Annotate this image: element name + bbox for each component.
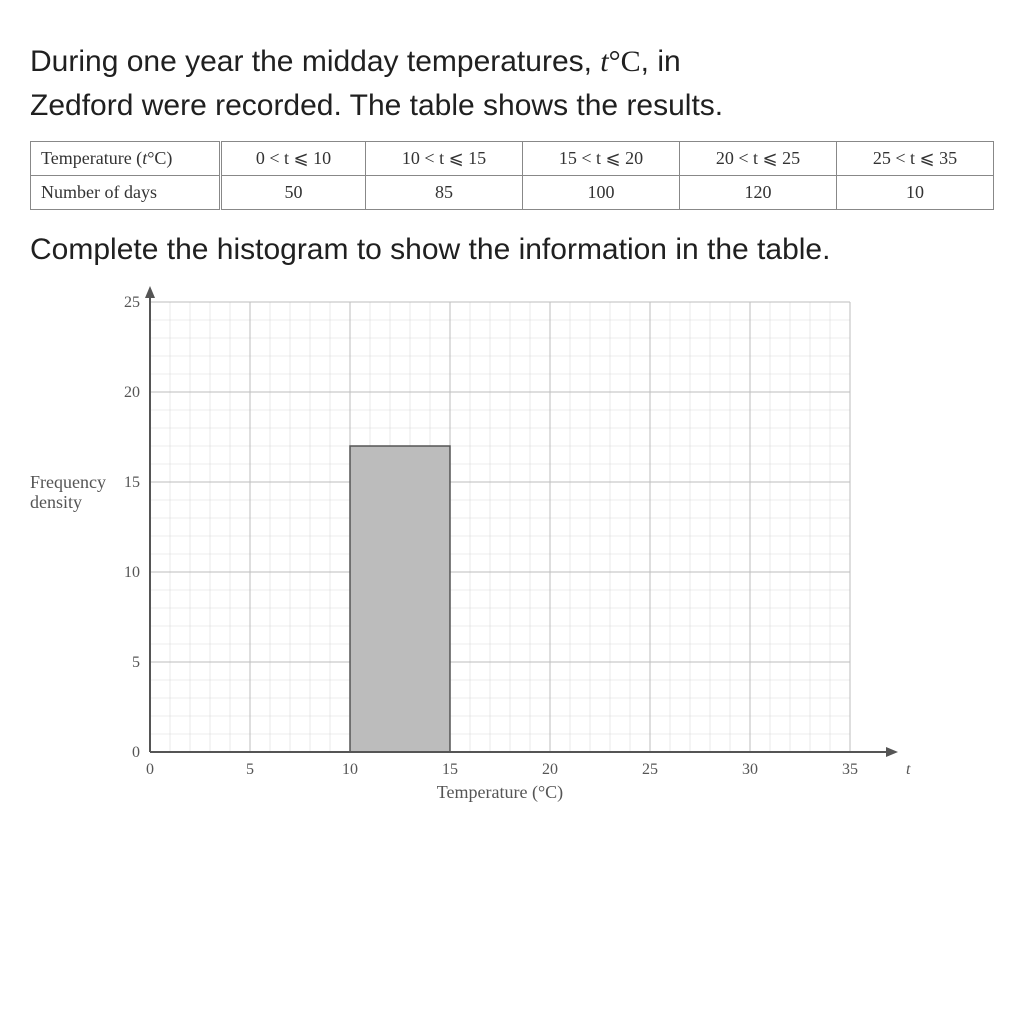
svg-text:5: 5 [246, 761, 254, 778]
question-text: During one year the midday temperatures,… [30, 40, 994, 127]
ylabel-line2: density [30, 492, 82, 512]
q-line1-before: During one year the midday temperatures, [30, 45, 600, 78]
table-row: Temperature (t°C) 0 < t ⩽ 10 10 < t ⩽ 15… [31, 142, 994, 176]
instruction-text: Complete the histogram to show the infor… [30, 228, 994, 272]
svg-text:15: 15 [124, 474, 140, 491]
svg-text:15: 15 [442, 761, 458, 778]
svg-text:25: 25 [124, 294, 140, 311]
svg-text:t: t [906, 761, 911, 778]
q-math-var: t [600, 45, 608, 78]
table-cell: 15 < t ⩽ 20 [523, 142, 680, 176]
table-cell: 10 [837, 176, 994, 210]
svg-text:35: 35 [842, 761, 858, 778]
chart-svg: 0 5 10 15 20 25 0 5 10 15 20 25 30 35 t Temperature (°C… [70, 282, 930, 822]
svg-text:0: 0 [132, 744, 140, 761]
svg-text:20: 20 [542, 761, 558, 778]
svg-text:25: 25 [642, 761, 658, 778]
data-table: Temperature (t°C) 0 < t ⩽ 10 10 < t ⩽ 15… [30, 141, 994, 210]
table-cell: 10 < t ⩽ 15 [366, 142, 523, 176]
svg-text:5: 5 [132, 654, 140, 671]
row1-header: Temperature (t°C) [31, 142, 221, 176]
histogram-chart: Frequency density 0510152025051015202530… [70, 282, 994, 822]
q-math-unit: C [621, 45, 641, 78]
svg-text:0: 0 [146, 761, 154, 778]
svg-text:30: 30 [742, 761, 758, 778]
table-cell: 100 [523, 176, 680, 210]
table-row: Number of days 50 85 100 120 10 [31, 176, 994, 210]
svg-text:20: 20 [124, 384, 140, 401]
ylabel-line1: Frequency [30, 472, 106, 492]
table-cell: 0 < t ⩽ 10 [221, 142, 366, 176]
y-axis-label: Frequency density [30, 472, 120, 513]
table-cell: 50 [221, 176, 366, 210]
row2-header: Number of days [31, 176, 221, 210]
svg-text:10: 10 [124, 564, 140, 581]
table-cell: 85 [366, 176, 523, 210]
q-math-deg: ° [609, 45, 621, 78]
svg-text:Temperature (°C): Temperature (°C) [437, 782, 563, 803]
table-cell: 25 < t ⩽ 35 [837, 142, 994, 176]
table-cell: 120 [680, 176, 837, 210]
svg-text:10: 10 [342, 761, 358, 778]
table-cell: 20 < t ⩽ 25 [680, 142, 837, 176]
q-line2: Zedford were recorded. The table shows t… [30, 89, 723, 122]
q-line1-after: , in [641, 45, 681, 78]
